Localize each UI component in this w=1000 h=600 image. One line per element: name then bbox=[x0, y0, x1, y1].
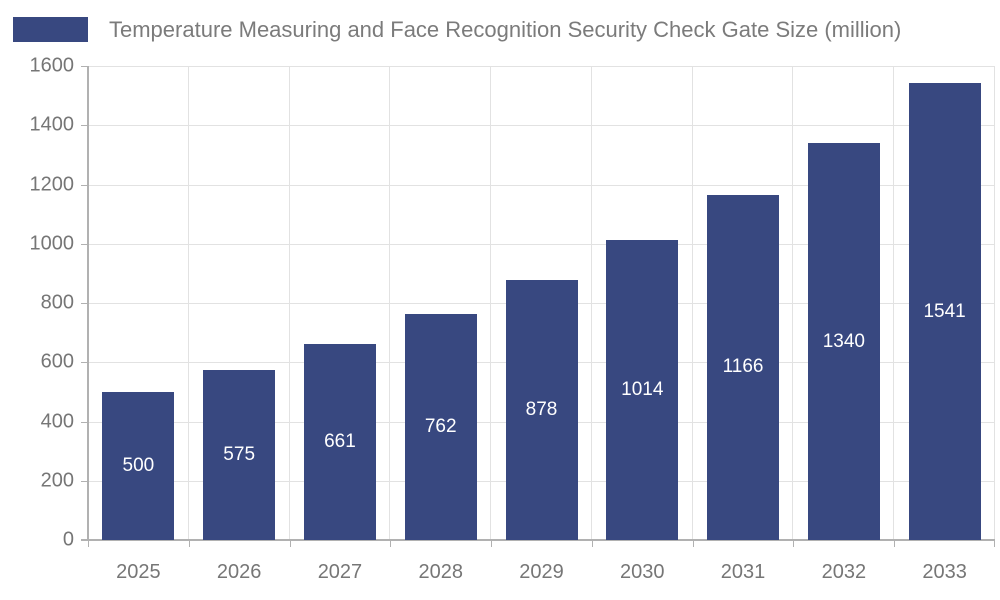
gridline-vertical bbox=[691, 66, 693, 540]
gridline-vertical bbox=[288, 66, 290, 540]
bar-value-label: 878 bbox=[525, 398, 558, 420]
x-axis-tick bbox=[793, 540, 795, 547]
y-axis-tick bbox=[81, 303, 88, 304]
bar-value-label: 762 bbox=[424, 416, 457, 438]
x-tick-label: 2029 bbox=[519, 561, 564, 583]
x-axis-tick bbox=[88, 540, 89, 547]
x-tick-label: 2026 bbox=[216, 561, 262, 583]
x-axis-tick bbox=[994, 540, 995, 547]
y-axis-tick bbox=[81, 243, 88, 245]
y-axis-line bbox=[87, 66, 89, 540]
bar-2033 bbox=[908, 83, 981, 540]
gridline-vertical bbox=[590, 66, 592, 540]
bar-value-label: 1014 bbox=[621, 378, 664, 400]
x-axis-tick bbox=[188, 540, 190, 547]
gridline-vertical bbox=[187, 66, 189, 540]
bar-2028 bbox=[404, 314, 477, 540]
x-axis-tick bbox=[894, 540, 896, 547]
y-tick-label: 0 bbox=[62, 528, 74, 551]
x-tick-label: 2025 bbox=[116, 561, 161, 583]
x-tick-label: 2027 bbox=[317, 561, 363, 583]
bar-value-label: 500 bbox=[122, 454, 155, 476]
bar-2031 bbox=[707, 194, 780, 540]
y-tick-label: 1600 bbox=[29, 54, 75, 77]
bar-2029 bbox=[505, 279, 578, 540]
y-tick-label: 1400 bbox=[29, 113, 75, 136]
gridline-horizontal bbox=[88, 125, 995, 127]
bar-2032 bbox=[807, 143, 880, 540]
x-tick-label: 2033 bbox=[922, 561, 967, 583]
x-axis-tick bbox=[390, 540, 392, 547]
bar-2027 bbox=[303, 344, 376, 540]
bar-value-label: 1541 bbox=[923, 300, 966, 322]
y-axis-tick bbox=[81, 421, 88, 423]
gridline-horizontal bbox=[88, 243, 995, 245]
gridline-vertical bbox=[994, 66, 995, 540]
legend: Temperature Measuring and Face Recogniti… bbox=[13, 17, 901, 42]
y-tick-label: 600 bbox=[40, 350, 74, 373]
y-tick-label: 200 bbox=[40, 469, 74, 492]
x-axis-tick bbox=[591, 540, 593, 547]
gridline-horizontal bbox=[88, 184, 995, 186]
y-tick-label: 400 bbox=[40, 410, 74, 432]
gridline-horizontal bbox=[88, 66, 995, 67]
chart-title: Temperature Measuring and Face Recogniti… bbox=[109, 17, 902, 42]
bar-2025 bbox=[102, 391, 175, 540]
x-axis-line bbox=[81, 539, 995, 541]
gridline-vertical bbox=[792, 66, 794, 540]
x-tick-label: 2031 bbox=[720, 561, 766, 583]
bar-value-label: 1166 bbox=[722, 356, 764, 378]
y-axis-tick bbox=[81, 125, 88, 127]
x-axis-tick bbox=[491, 540, 493, 547]
gridline-vertical bbox=[893, 66, 895, 540]
bar-value-label: 661 bbox=[324, 431, 356, 453]
x-axis-tick bbox=[289, 540, 291, 547]
y-axis-tick bbox=[81, 480, 88, 482]
bar-2030 bbox=[606, 239, 679, 540]
bar-value-label: 1340 bbox=[822, 330, 865, 352]
x-tick-label: 2032 bbox=[821, 561, 867, 583]
y-axis-tick bbox=[81, 66, 88, 67]
y-tick-label: 1200 bbox=[29, 173, 75, 195]
x-axis-tick bbox=[692, 540, 694, 547]
plot-area: 0 200 400 600 800 1000 1200 1400 1600 500 2025 575 2… bbox=[30, 55, 995, 583]
bar-2026 bbox=[203, 369, 276, 540]
y-tick-label: 800 bbox=[40, 291, 74, 314]
y-axis-tick bbox=[81, 362, 88, 364]
gridline-vertical bbox=[490, 66, 492, 540]
x-tick-label: 2028 bbox=[418, 561, 463, 583]
bar-value-label: 575 bbox=[223, 443, 256, 465]
legend-swatch bbox=[13, 17, 88, 42]
x-tick-label: 2030 bbox=[620, 561, 665, 583]
y-axis-tick bbox=[81, 184, 88, 186]
gridline-vertical bbox=[389, 66, 391, 540]
y-tick-label: 1000 bbox=[29, 232, 75, 255]
